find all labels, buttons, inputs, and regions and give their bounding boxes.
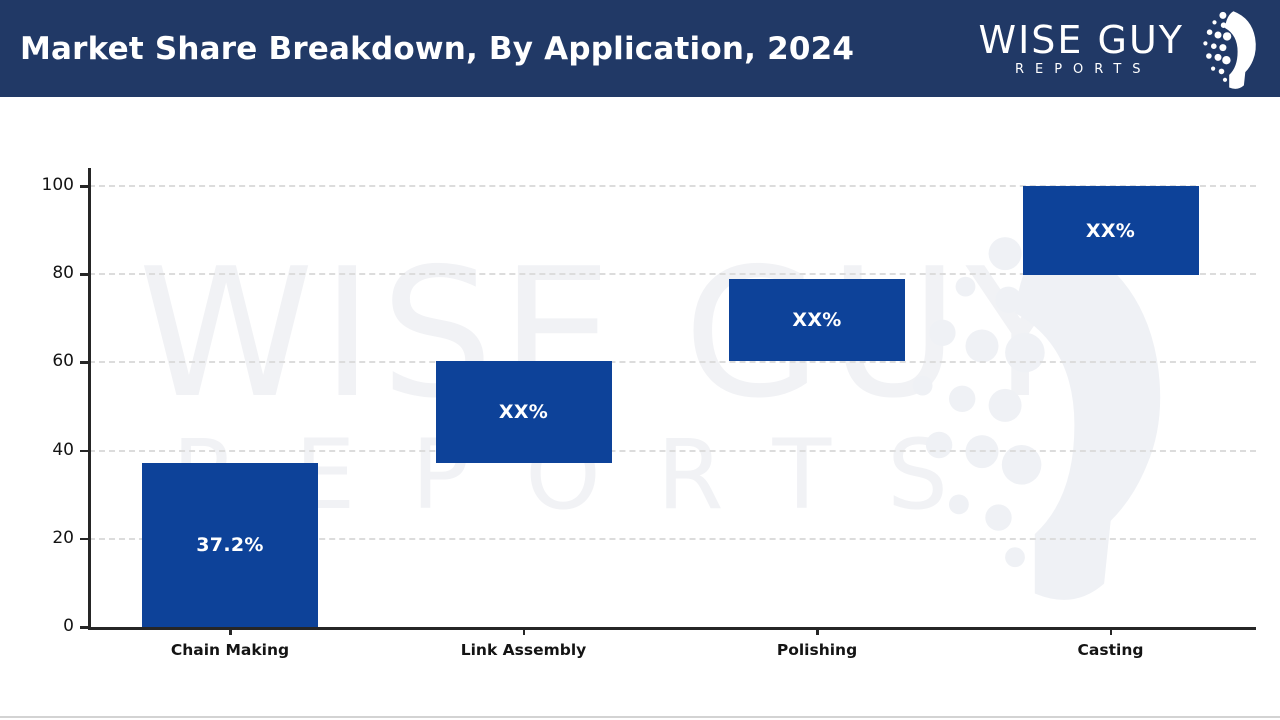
bar-polishing: XX% [729, 278, 905, 362]
bar-value-label: 37.2% [196, 533, 264, 556]
chart-area: WISE GUY REPORTS 0 20 40 60 80 100 37.2% XX% XX%… [0, 97, 1280, 717]
ytick-label-80: 80 [52, 263, 74, 284]
bottom-divider [0, 716, 1280, 718]
bar-value-label: XX% [498, 400, 549, 423]
x-axis-spine [88, 627, 1256, 630]
y-axis-spine [88, 168, 91, 627]
logo-head-icon [1203, 10, 1256, 89]
xtick-label-0: Chain Making [170, 641, 290, 659]
xtick-mark-0 [229, 627, 232, 635]
gridline-y40 [89, 449, 1256, 452]
xtick-mark-3 [1109, 627, 1112, 635]
bar-casting: XX% [1022, 186, 1199, 276]
ytick-label-20: 20 [52, 527, 74, 548]
ytick-mark-100 [80, 185, 88, 188]
xtick-label-3: Casting [1077, 641, 1144, 659]
logo-wordmark-main: WISE GUY [978, 17, 1184, 62]
ytick-mark-80 [80, 273, 88, 276]
xtick-mark-2 [816, 627, 819, 635]
ytick-mark-40 [80, 449, 88, 453]
gridline-y20 [89, 537, 1256, 540]
ytick-label-40: 40 [52, 439, 74, 460]
ytick-mark-60 [80, 361, 88, 364]
bar-value-label: XX% [1085, 219, 1136, 242]
xtick-mark-1 [522, 627, 525, 635]
ytick-label-100: 100 [41, 175, 74, 195]
gridline-y60 [89, 361, 1256, 364]
page-title: Market Share Breakdown, By Application, … [20, 30, 855, 67]
bar-chain-making: 37.2% [142, 462, 318, 627]
ytick-label-0: 0 [63, 616, 74, 636]
ytick-label-60: 60 [52, 351, 74, 372]
ytick-mark-0 [80, 626, 88, 629]
logo-wordmark: WISE GUY REPORTS [979, 21, 1184, 77]
brand-logo: WISE GUY REPORTS [979, 7, 1262, 91]
xtick-label-2: Polishing [776, 641, 858, 659]
xtick-label-1: Link Assembly [460, 641, 587, 659]
gridline-y80 [89, 273, 1256, 276]
bar-value-label: XX% [792, 308, 842, 331]
bar-link-assembly: XX% [435, 361, 612, 463]
ytick-mark-20 [80, 537, 88, 541]
logo-wordmark-sub: REPORTS [1014, 61, 1152, 77]
gridline-y100 [89, 185, 1256, 187]
header-bar: Market Share Breakdown, By Application, … [0, 0, 1280, 97]
